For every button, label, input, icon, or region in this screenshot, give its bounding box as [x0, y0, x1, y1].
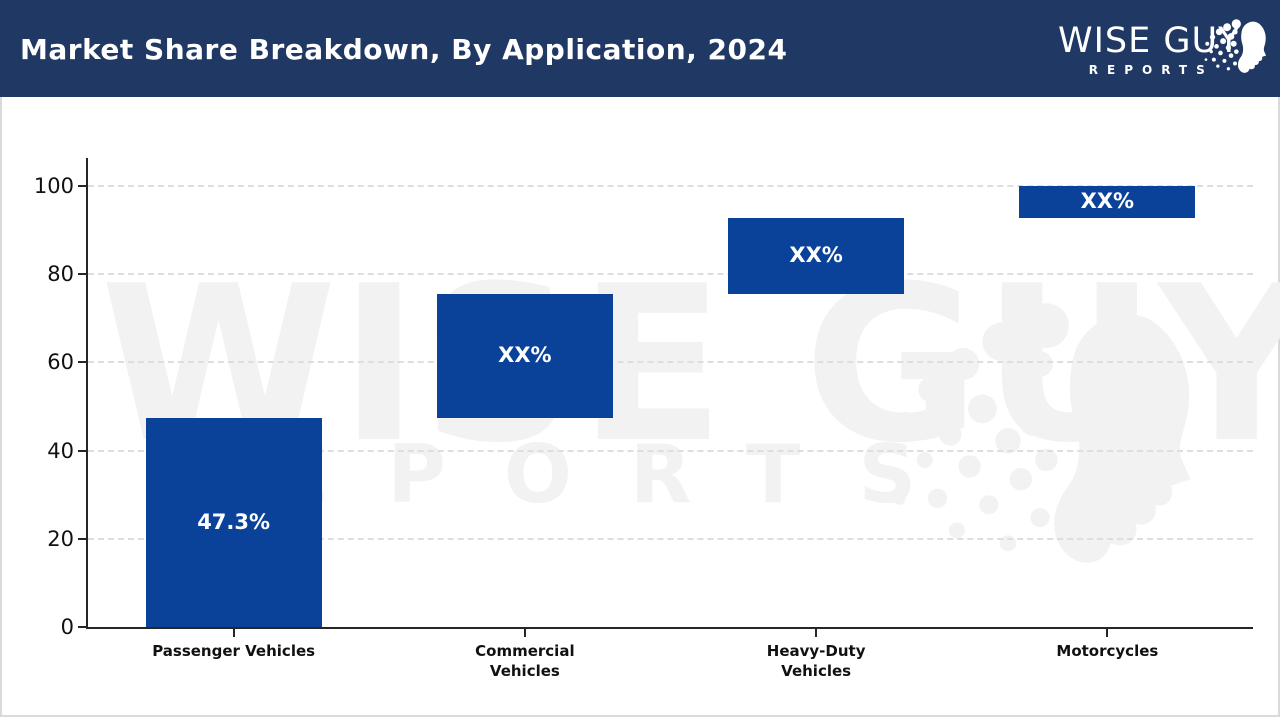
y-axis-tick — [78, 449, 87, 452]
grid-line — [88, 537, 1253, 540]
y-axis-line — [86, 158, 88, 629]
grid-line — [88, 449, 1253, 452]
x-axis-tick — [1106, 629, 1109, 637]
grid-line — [88, 185, 1253, 187]
y-axis-tick-label: 20 — [47, 526, 74, 551]
x-axis-label: Motorcycles — [1056, 642, 1159, 660]
y-axis-tick-label: 0 — [60, 615, 74, 639]
logo-text: WISE GUY REPORTS — [1058, 21, 1241, 78]
bar-value-label: XX% — [789, 243, 843, 268]
grid-line — [88, 361, 1253, 364]
y-axis-tick-label: 80 — [47, 262, 74, 287]
bar-value-label: XX% — [498, 343, 552, 368]
y-axis-tick — [78, 273, 87, 276]
x-axis-line — [86, 627, 1253, 629]
x-axis-label: Commercial Vehicles — [475, 642, 575, 681]
logo-wordmark: WISE GUY — [1058, 21, 1241, 61]
logo-subtext: REPORTS — [1088, 63, 1214, 77]
x-axis-label: Heavy-Duty Vehicles — [766, 642, 866, 681]
bar-commercial-vehicles: XX% — [436, 293, 613, 419]
y-axis-tick — [78, 537, 87, 540]
x-axis-tick — [815, 629, 818, 637]
y-axis-tick-label: 60 — [47, 350, 74, 375]
bar-value-label: 47.3% — [197, 510, 271, 535]
y-axis-tick — [78, 361, 87, 364]
y-axis-tick-label: 40 — [47, 438, 74, 463]
page-title: Market Share Breakdown, By Application, … — [20, 33, 788, 66]
x-axis-tick — [523, 629, 526, 637]
logo-face-icon — [1204, 19, 1267, 73]
bar-motorcycles: XX% — [1019, 186, 1196, 218]
y-axis-tick — [78, 185, 87, 187]
x-axis-tick — [232, 629, 235, 637]
bar-passenger-vehicles: 47.3% — [145, 418, 322, 627]
y-axis-tick-label: 100 — [33, 174, 74, 198]
header: Market Share Breakdown, By Application, … — [0, 0, 1280, 97]
grid-line — [88, 273, 1253, 276]
y-axis-tick — [78, 626, 87, 628]
bar-heavy-duty-vehicles: XX% — [728, 217, 905, 294]
bar-value-label: XX% — [1080, 189, 1135, 214]
wise-guy-logo: WISE GUY REPORTS — [1028, 6, 1268, 92]
x-axis-label: Passenger Vehicles — [152, 642, 316, 660]
